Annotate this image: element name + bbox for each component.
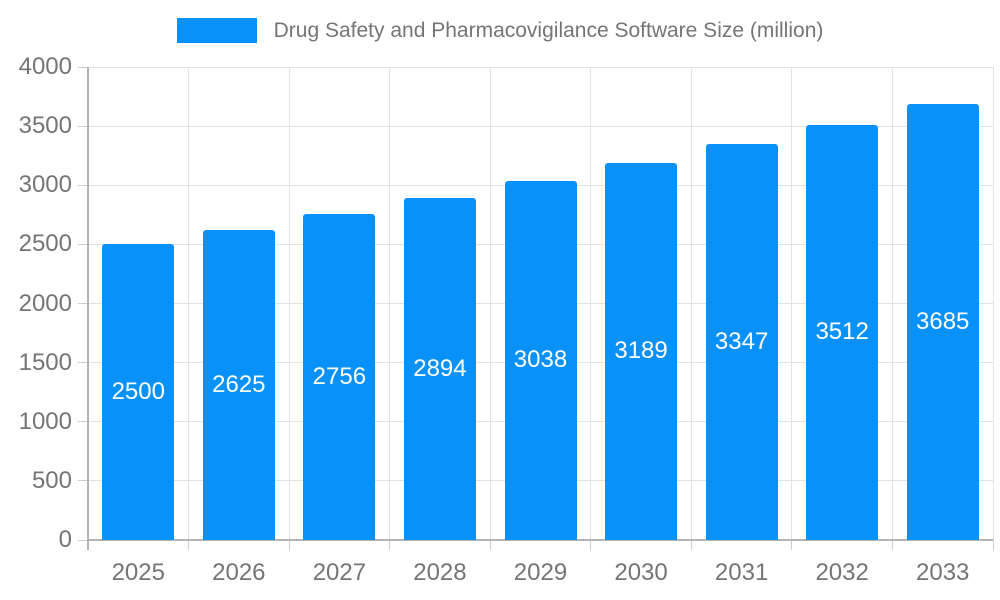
x-tick-label: 2027 — [312, 559, 367, 586]
x-tick-label: 2030 — [614, 559, 668, 586]
y-axis-tick — [78, 421, 88, 423]
bar-value-label: 3512 — [815, 318, 869, 346]
h-gridline — [88, 125, 993, 127]
x-axis-tick — [188, 540, 190, 550]
y-tick-label: 500 — [31, 466, 72, 494]
h-gridline — [88, 66, 993, 68]
x-tick-label: 2032 — [815, 559, 869, 586]
x-axis-tick — [791, 540, 793, 550]
y-axis-tick — [78, 243, 88, 245]
bar-value-label: 2625 — [212, 370, 266, 398]
x-tick-label: 2028 — [413, 559, 467, 586]
y-tick-label: 3000 — [18, 171, 72, 199]
bar-value-label: 2500 — [111, 378, 165, 406]
y-tick-label: 3500 — [18, 112, 72, 140]
v-gridline — [590, 67, 592, 540]
legend-swatch — [176, 18, 257, 43]
v-gridline — [891, 67, 893, 540]
bar-value-label: 3189 — [614, 337, 668, 365]
y-tick-label: 2000 — [18, 289, 72, 317]
y-tick-label: 1500 — [18, 348, 72, 376]
x-axis-tick — [891, 540, 893, 550]
y-axis-tick — [78, 125, 88, 127]
bar[interactable]: 3038 — [504, 180, 577, 540]
y-axis-tick — [78, 303, 88, 304]
x-tick-label: 2026 — [212, 559, 266, 586]
x-tick-label: 2031 — [714, 559, 769, 586]
bar-value-label: 3685 — [916, 308, 970, 336]
bar-value-label: 3038 — [513, 346, 568, 374]
bar[interactable]: 2756 — [303, 214, 376, 540]
bar-value-label: 2894 — [413, 354, 467, 382]
bar[interactable]: 3189 — [605, 162, 678, 540]
legend-label: Drug Safety and Pharmacovigilance Softwa… — [273, 18, 824, 42]
x-axis-tick — [389, 540, 391, 550]
x-axis-line — [88, 539, 993, 541]
plot-area: 0 500 1000 1500 2000 2500 3000 3500 4000 2500 2025… — [19, 53, 994, 586]
x-axis-tick — [590, 540, 592, 550]
x-axis-tick — [288, 540, 290, 550]
v-gridline — [188, 67, 190, 540]
x-tick-label: 2033 — [916, 559, 970, 586]
x-axis-tick — [992, 540, 994, 550]
bar[interactable]: 3347 — [705, 144, 778, 540]
legend: Drug Safety and Pharmacovigilance Softwa… — [0, 18, 1000, 43]
bar[interactable]: 3685 — [906, 104, 979, 540]
y-axis-tick — [78, 480, 88, 482]
v-gridline — [992, 67, 994, 540]
y-axis-tick — [78, 539, 88, 541]
bar[interactable]: 2500 — [102, 244, 175, 540]
y-axis-tick — [78, 362, 88, 364]
v-gridline — [690, 67, 692, 540]
y-axis-tick — [78, 184, 88, 186]
bar[interactable]: 2625 — [202, 229, 275, 540]
y-tick-label: 0 — [58, 526, 72, 553]
y-tick-label: 4000 — [18, 53, 72, 80]
y-tick-label: 1000 — [18, 407, 72, 435]
v-gridline — [791, 67, 793, 540]
y-axis-line — [87, 67, 89, 550]
y-axis-tick — [78, 66, 88, 68]
bar[interactable]: 3512 — [806, 124, 879, 540]
x-axis-tick — [489, 540, 491, 550]
v-gridline — [288, 67, 290, 540]
v-gridline — [389, 67, 391, 540]
v-gridline — [489, 67, 491, 540]
x-tick-label: 2025 — [111, 559, 165, 586]
x-axis-tick — [690, 540, 692, 550]
bar-value-label: 3347 — [714, 328, 769, 356]
bar-value-label: 2756 — [312, 363, 367, 391]
bar[interactable]: 2894 — [403, 197, 476, 540]
x-tick-label: 2029 — [513, 559, 568, 586]
y-tick-label: 2500 — [18, 230, 72, 258]
